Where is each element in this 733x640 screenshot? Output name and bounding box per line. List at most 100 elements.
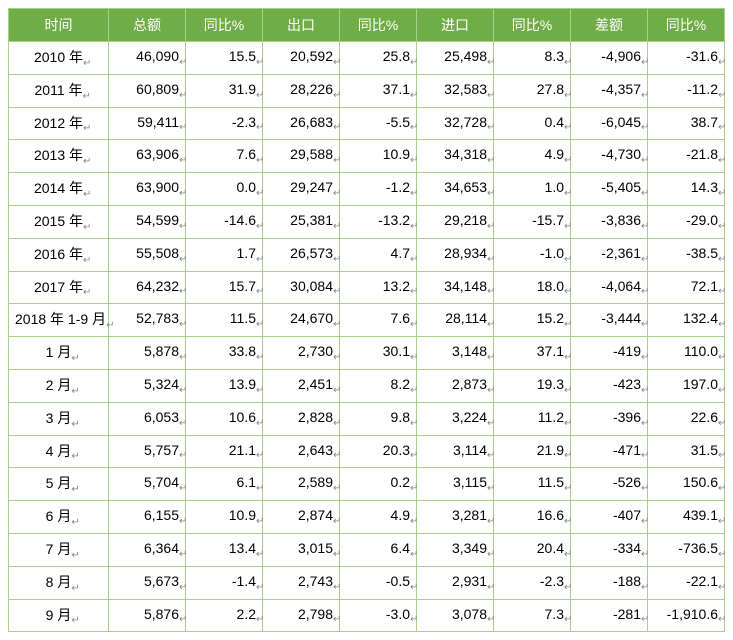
cell-import_yoy: 18.0↵ xyxy=(494,271,571,304)
cell-value: 13.4 xyxy=(229,540,256,556)
cell-value: -188 xyxy=(613,573,641,589)
cell-time: 6 月↵ xyxy=(9,501,109,534)
cell-value: -281 xyxy=(613,606,641,622)
cell-value: -334 xyxy=(613,540,641,556)
cell-value: 8 月 xyxy=(46,574,72,590)
cell-value: 20.3 xyxy=(383,442,410,458)
cell-diff: -4,357↵ xyxy=(571,74,648,107)
cell-total_yoy: -2.3↵ xyxy=(186,107,263,140)
cell-value: 55,508 xyxy=(136,245,179,261)
cell-export: 29,247↵ xyxy=(263,173,340,206)
cell-import_yoy: 15.2↵ xyxy=(494,304,571,337)
cell-value: 13.9 xyxy=(229,376,256,392)
trade-table: 时间 总额 同比% 出口 同比% 进口 同比% 差额 同比% 2010 年↵46… xyxy=(8,8,725,632)
cell-import: 3,114↵ xyxy=(417,435,494,468)
cell-value: 9 月 xyxy=(46,607,72,623)
cell-value: 1.7 xyxy=(237,245,256,261)
cell-diff: -188↵ xyxy=(571,566,648,599)
cell-value: 2,828 xyxy=(298,409,333,425)
cell-total: 5,704↵ xyxy=(109,468,186,501)
cell-value: 29,247 xyxy=(290,179,333,195)
cell-diff_yoy: -11.2↵ xyxy=(648,74,725,107)
cell-import: 29,218↵ xyxy=(417,205,494,238)
table-row: 1 月↵5,878↵33.8↵2,730↵30.1↵3,148↵37.1↵-41… xyxy=(9,337,725,370)
cell-diff_yoy: -31.6↵ xyxy=(648,42,725,75)
cell-value: 2018 年 1-9 月 xyxy=(15,311,106,327)
cell-value: 18.0 xyxy=(537,278,564,294)
cell-export: 2,643↵ xyxy=(263,435,340,468)
cell-value: 37.1 xyxy=(383,81,410,97)
cell-value: 25,498 xyxy=(444,48,487,64)
cell-total: 52,783↵ xyxy=(109,304,186,337)
cell-total: 6,155↵ xyxy=(109,501,186,534)
cell-value: 31.5 xyxy=(691,442,718,458)
cell-value: 32,583 xyxy=(444,81,487,97)
cell-import: 2,931↵ xyxy=(417,566,494,599)
cell-value: 13.2 xyxy=(383,278,410,294)
cell-total: 5,876↵ xyxy=(109,599,186,632)
cell-value: -5.5 xyxy=(386,114,410,130)
cell-export: 2,743↵ xyxy=(263,566,340,599)
cell-import_yoy: 37.1↵ xyxy=(494,337,571,370)
cell-total_yoy: 0.0↵ xyxy=(186,173,263,206)
cell-time: 2010 年↵ xyxy=(9,42,109,75)
cell-value: 52,783 xyxy=(136,310,179,326)
cell-import_yoy: 19.3↵ xyxy=(494,369,571,402)
cell-value: 34,653 xyxy=(444,179,487,195)
cell-value: 2,643 xyxy=(298,442,333,458)
cell-value: 197.0 xyxy=(683,376,718,392)
cell-diff: -407↵ xyxy=(571,501,648,534)
cell-diff: -423↵ xyxy=(571,369,648,402)
cell-value: -526 xyxy=(613,474,641,490)
cell-export_yoy: 10.9↵ xyxy=(340,140,417,173)
table-body: 2010 年↵46,090↵15.5↵20,592↵25.8↵25,498↵8.… xyxy=(9,42,725,632)
cell-value: 30.1 xyxy=(383,343,410,359)
cell-value: -3,836 xyxy=(601,212,641,228)
cell-value: 5,878 xyxy=(144,343,179,359)
cell-import: 3,281↵ xyxy=(417,501,494,534)
cell-export: 2,828↵ xyxy=(263,402,340,435)
cell-value: -1,910.6 xyxy=(667,606,718,622)
cell-value: 4.7 xyxy=(391,245,410,261)
cell-time: 9 月↵ xyxy=(9,599,109,632)
col-export: 出口 xyxy=(263,9,340,42)
cell-value: -38.5 xyxy=(686,245,718,261)
cell-import_yoy: 20.4↵ xyxy=(494,533,571,566)
col-time: 时间 xyxy=(9,9,109,42)
cell-value: -0.5 xyxy=(386,573,410,589)
cell-diff: -4,730↵ xyxy=(571,140,648,173)
cell-value: 2,730 xyxy=(298,343,333,359)
cell-value: -396 xyxy=(613,409,641,425)
cell-total: 54,599↵ xyxy=(109,205,186,238)
cell-total_yoy: 6.1↵ xyxy=(186,468,263,501)
cell-diff_yoy: 14.3↵ xyxy=(648,173,725,206)
cell-total_yoy: 10.6↵ xyxy=(186,402,263,435)
cell-diff_yoy: -22.1↵ xyxy=(648,566,725,599)
cell-value: 3,148 xyxy=(452,343,487,359)
cell-value: 110.0 xyxy=(684,343,718,359)
col-diff-yoy: 同比% xyxy=(648,9,725,42)
cell-value: 7.3 xyxy=(545,606,564,622)
cell-value: 59,411 xyxy=(137,114,179,130)
cell-export_yoy: 0.2↵ xyxy=(340,468,417,501)
cell-export_yoy: 20.3↵ xyxy=(340,435,417,468)
cell-value: -471 xyxy=(613,442,641,458)
cell-total: 6,053↵ xyxy=(109,402,186,435)
cell-value: 2,589 xyxy=(298,474,333,490)
cell-value: 2013 年 xyxy=(34,147,83,163)
cell-value: 14.3 xyxy=(691,179,718,195)
cell-total: 5,757↵ xyxy=(109,435,186,468)
cell-import_yoy: 16.6↵ xyxy=(494,501,571,534)
cell-total_yoy: 13.4↵ xyxy=(186,533,263,566)
cell-value: 2017 年 xyxy=(34,279,83,295)
table-row: 2012 年↵59,411↵-2.3↵26,683↵-5.5↵32,728↵0.… xyxy=(9,107,725,140)
cell-diff: -5,405↵ xyxy=(571,173,648,206)
cell-value: 26,683 xyxy=(290,114,333,130)
cell-import: 3,148↵ xyxy=(417,337,494,370)
cell-value: 34,148 xyxy=(444,278,487,294)
cell-value: 21.1 xyxy=(229,442,256,458)
cell-value: 0.0 xyxy=(237,179,256,195)
cell-diff: -3,836↵ xyxy=(571,205,648,238)
cell-export: 3,015↵ xyxy=(263,533,340,566)
cell-value: 5,876 xyxy=(144,606,179,622)
